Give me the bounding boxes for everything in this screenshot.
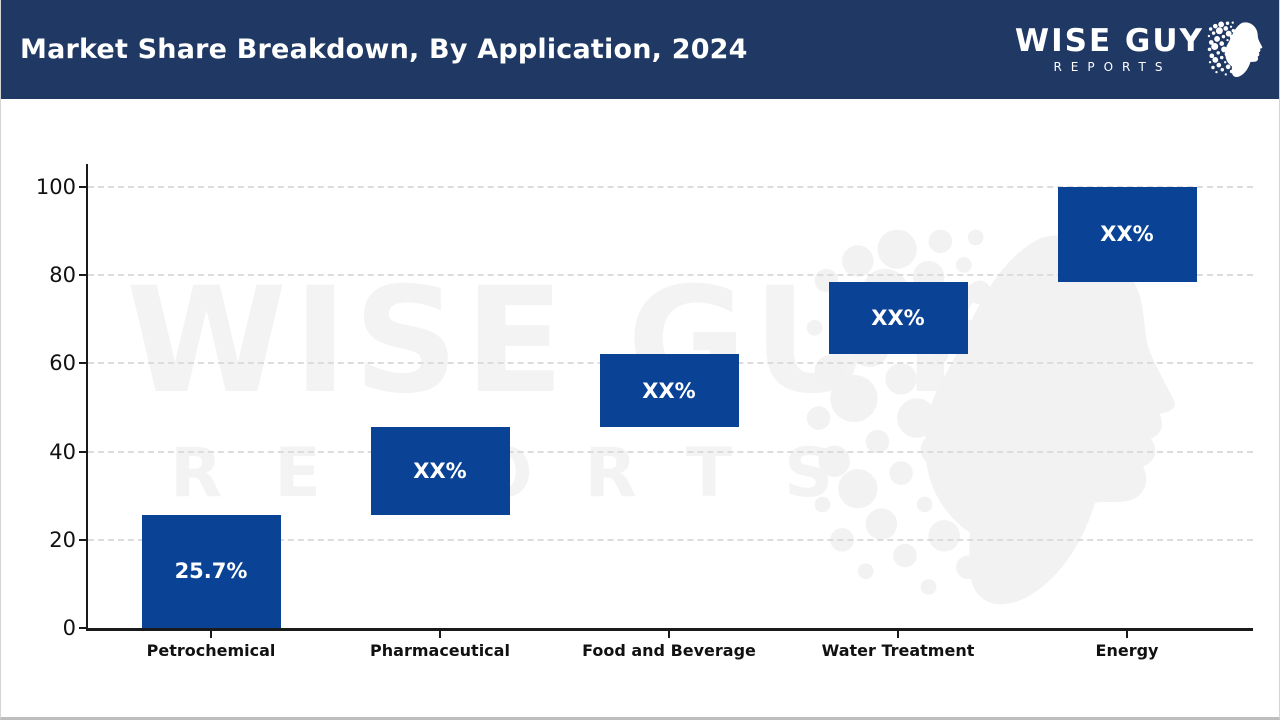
x-tick-mark-3 — [897, 631, 899, 638]
bar-pharmaceutical: XX% — [370, 426, 510, 515]
wise-guy-head-icon — [1207, 20, 1263, 77]
x-category-label: Energy — [1095, 641, 1159, 660]
x-category-label: Petrochemical — [146, 641, 276, 660]
bar-water-treatment: XX% — [828, 281, 968, 355]
y-tick-label-80: 80 — [49, 263, 76, 288]
y-tick-mark-20 — [79, 538, 88, 541]
bar-energy: XX% — [1057, 187, 1197, 282]
x-category-label: Pharmaceutical — [370, 641, 510, 660]
logo-text: WISE GUY REPORTS — [1015, 25, 1204, 74]
x-tick-mark-0 — [210, 631, 212, 638]
bar-petrochemical: 25.7% — [141, 514, 281, 628]
bar-value-label: XX% — [1100, 222, 1154, 247]
logo-brand-name: WISE GUY — [1014, 23, 1204, 60]
gridline-40 — [88, 450, 1253, 453]
x-tick-mark-4 — [1126, 631, 1128, 638]
y-tick-label-60: 60 — [49, 351, 76, 376]
y-tick-mark-0 — [79, 627, 88, 629]
watermark-head-icon — [806, 229, 1175, 605]
gridline-80 — [88, 274, 1253, 277]
bar-value-label: XX% — [642, 378, 696, 403]
bar-value-label: 25.7% — [174, 559, 248, 584]
y-tick-mark-40 — [79, 450, 88, 453]
x-category-label: Water Treatment — [821, 641, 975, 660]
y-tick-mark-100 — [79, 186, 88, 188]
y-axis-line — [86, 164, 88, 631]
x-axis-line — [86, 628, 1253, 631]
y-tick-mark-60 — [79, 362, 88, 365]
bar-value-label: XX% — [871, 305, 925, 330]
x-category-label: Food and Beverage — [582, 641, 756, 660]
bar-value-label: XX% — [413, 458, 467, 483]
y-tick-mark-80 — [79, 274, 88, 277]
gridline-100 — [88, 186, 1253, 188]
header: Market Share Breakdown, By Application, … — [0, 0, 1280, 99]
x-tick-mark-1 — [439, 631, 441, 638]
y-tick-label-0: 0 — [62, 616, 76, 640]
logo-brand-sub: REPORTS — [1053, 59, 1172, 74]
page-title: Market Share Breakdown, By Application, … — [20, 34, 748, 65]
bar-food-and-beverage: XX% — [599, 354, 739, 427]
gridline-20 — [88, 538, 1253, 541]
x-tick-mark-2 — [668, 631, 670, 638]
y-tick-label-20: 20 — [49, 527, 76, 552]
wise-guy-reports-logo: WISE GUY REPORTS — [1015, 8, 1270, 92]
y-tick-label-40: 40 — [49, 439, 76, 464]
y-tick-label-100: 100 — [35, 175, 76, 199]
